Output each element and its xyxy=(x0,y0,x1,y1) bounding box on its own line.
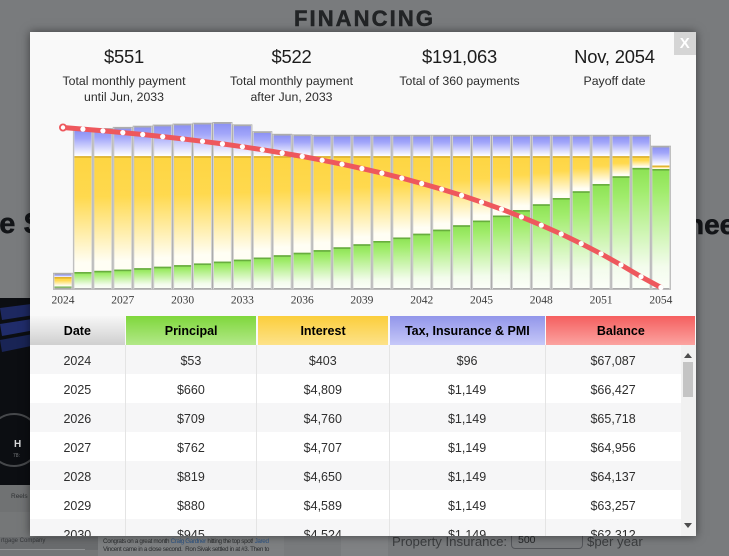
svg-text:2033: 2033 xyxy=(231,295,254,307)
svg-text:2045: 2045 xyxy=(470,295,493,307)
svg-text:2039: 2039 xyxy=(350,295,373,307)
svg-text:2024: 2024 xyxy=(52,295,75,307)
svg-text:2054: 2054 xyxy=(649,295,672,307)
svg-text:2027: 2027 xyxy=(111,295,134,307)
svg-text:2048: 2048 xyxy=(530,295,553,307)
svg-text:2042: 2042 xyxy=(410,295,433,307)
svg-text:2051: 2051 xyxy=(590,295,613,307)
svg-text:2036: 2036 xyxy=(291,295,314,307)
svg-text:2030: 2030 xyxy=(171,295,194,307)
